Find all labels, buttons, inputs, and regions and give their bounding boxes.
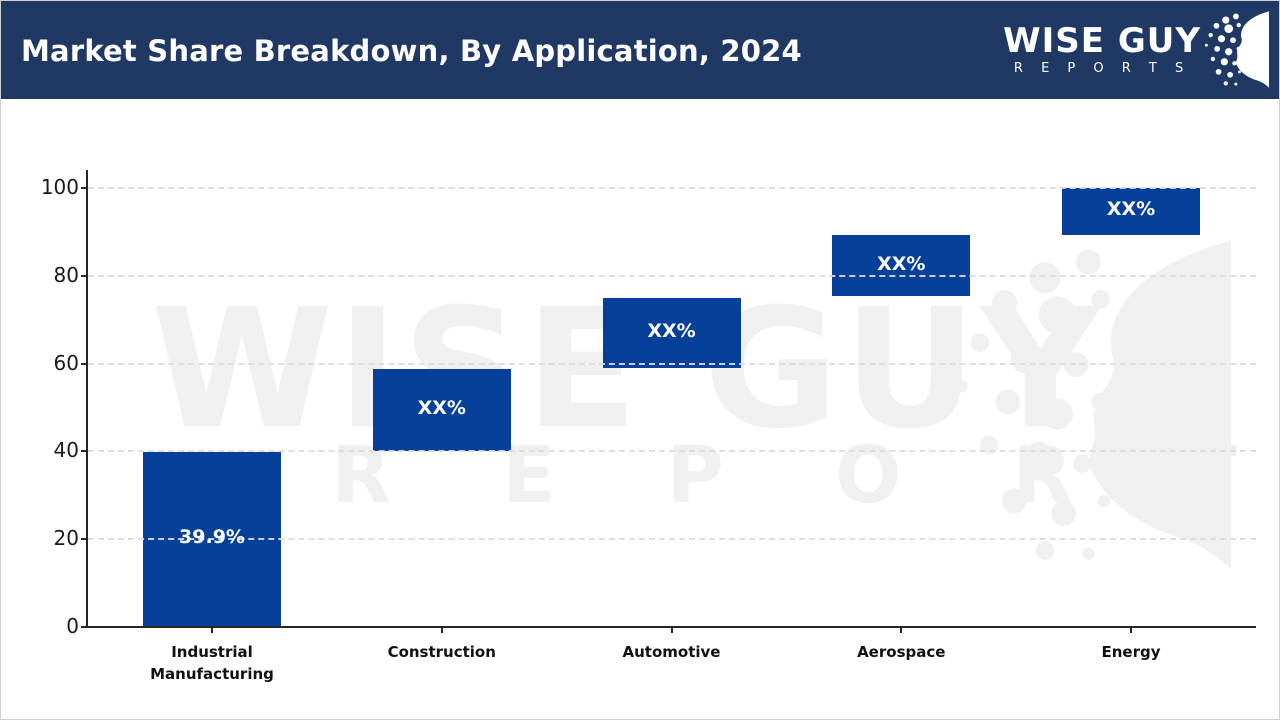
y-tick-label-40: 40 [53,438,79,463]
x-tick-mark [900,627,903,633]
y-tick-label-0: 0 [66,614,79,638]
y-axis-spine [86,170,88,627]
bar-construction [372,369,511,452]
y-tick-label-60: 60 [53,350,79,375]
x-axis-label: Industrial Manufacturing [150,643,274,683]
bar-automotive [602,298,741,368]
bar-value-label: XX% [647,320,696,343]
x-tick-mark [1130,627,1132,633]
gridline-40 [88,450,1256,453]
bar-value-label: XX% [417,397,466,420]
wiseguy-logo: WISE GUY R E P O R T S [1003,7,1269,95]
logo-subtitle: R E P O R T S [1013,61,1191,76]
y-tick-mark-40 [81,450,88,453]
header: Market Share Breakdown, By Application, … [1,1,1279,99]
bar-value-label: XX% [877,252,926,275]
x-axis-label: Aerospace [857,643,946,661]
bar-energy [1062,188,1200,235]
y-tick-mark-100 [81,187,88,189]
bar-value-label: XX% [1106,198,1156,221]
y-tick-label-20: 20 [53,526,79,551]
face-dots-icon [1204,11,1269,88]
x-tick-mark [670,627,673,633]
gridline-20 [88,538,1256,541]
x-tick-mark [211,627,213,633]
y-tick-label-80: 80 [53,262,79,287]
chart-title: Market Share Breakdown, By Application, … [21,34,802,68]
x-axis-spine [86,626,1256,628]
x-axis-label: Construction [387,643,496,661]
gridline-80 [88,274,1256,277]
y-tick-mark-60 [81,362,88,365]
y-tick-mark-20 [81,538,88,541]
bar-value-label: 39.9% [179,526,245,549]
gridline-100 [88,187,1256,189]
logo-wordmark: WISE GUY [1003,21,1201,61]
x-axis-label: Automotive [622,643,721,661]
gridline-60 [88,362,1256,365]
y-tick-mark-80 [81,274,88,277]
y-tick-mark-0 [81,626,88,628]
bar-aerospace [832,234,971,297]
wiseguy-logo-text: WISE GUY R E P O R T S [1003,23,1201,76]
x-axis-label: Energy [1101,643,1161,661]
y-tick-label-100: 100 [40,175,79,199]
x-tick-mark [440,627,443,633]
